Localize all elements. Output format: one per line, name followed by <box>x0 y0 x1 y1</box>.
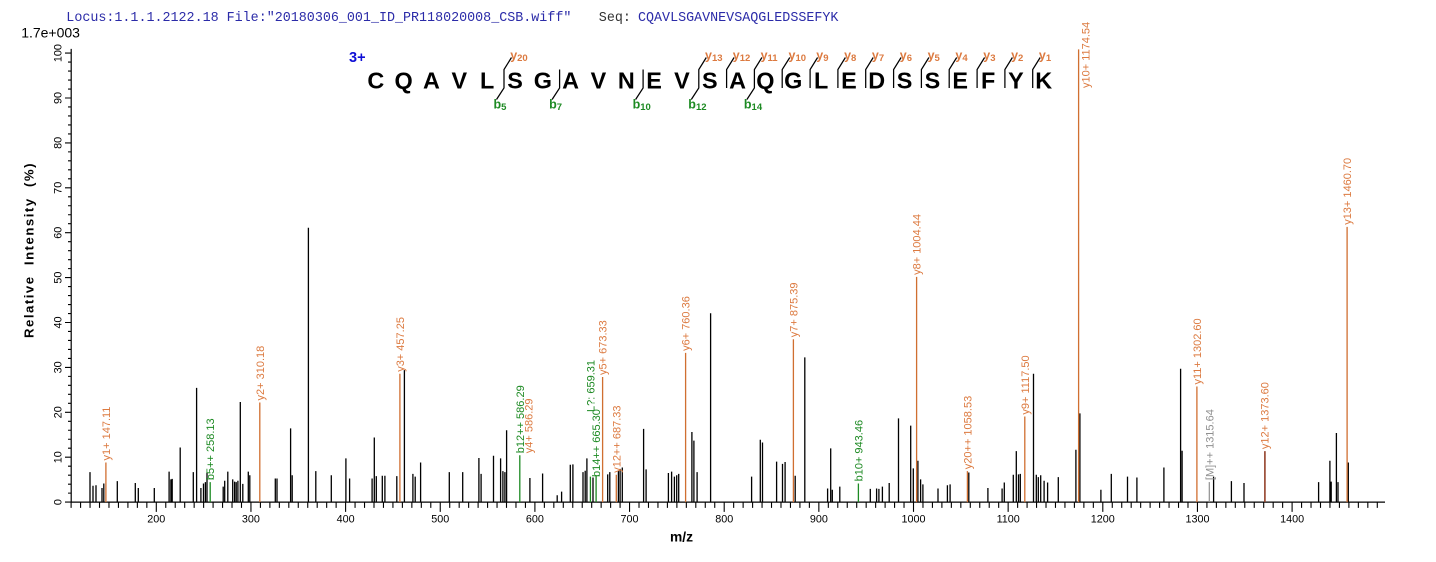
svg-text:y7: y7 <box>872 49 884 65</box>
svg-text:10: 10 <box>53 451 65 463</box>
svg-text:S: S <box>507 68 523 94</box>
svg-text:y2+ 310.18: y2+ 310.18 <box>255 346 267 401</box>
svg-text:Q: Q <box>756 68 774 94</box>
svg-text:200: 200 <box>147 514 165 526</box>
svg-text:K: K <box>1035 68 1052 94</box>
svg-text:90: 90 <box>53 92 65 104</box>
svg-text:L: L <box>814 68 828 94</box>
svg-text:y11+ 1302.60: y11+ 1302.60 <box>1192 318 1204 384</box>
svg-text:L: L <box>480 68 494 94</box>
svg-text:1000: 1000 <box>901 514 925 526</box>
svg-text:80: 80 <box>53 137 65 149</box>
svg-text:y8: y8 <box>844 49 856 65</box>
svg-text:V: V <box>674 68 690 94</box>
svg-text:L?: 659.31: L?: 659.31 <box>585 360 597 412</box>
svg-text:y6: y6 <box>900 49 912 65</box>
svg-text:1200: 1200 <box>1091 514 1115 526</box>
svg-text:y5: y5 <box>928 49 941 65</box>
svg-text:y9: y9 <box>816 49 828 65</box>
svg-text:300: 300 <box>242 514 260 526</box>
svg-text:Seq:: Seq: <box>599 11 631 26</box>
svg-text:A: A <box>562 68 579 94</box>
svg-text:30: 30 <box>53 361 65 373</box>
svg-text:y7+ 875.39: y7+ 875.39 <box>788 282 800 337</box>
svg-text:V: V <box>451 68 467 94</box>
svg-text:b12: b12 <box>688 98 706 114</box>
svg-text:50: 50 <box>53 272 65 284</box>
svg-text:Y: Y <box>1008 68 1024 94</box>
svg-text:Relative Intensity (%): Relative Intensity (%) <box>22 162 37 338</box>
svg-text:y8+ 1004.44: y8+ 1004.44 <box>912 214 924 275</box>
svg-text:y5+ 673.33: y5+ 673.33 <box>598 320 610 375</box>
svg-text:y1: y1 <box>1039 49 1052 65</box>
svg-text:CQAVLSGAVNEVSAQGLEDSSEFYK: CQAVLSGAVNEVSAQGLEDSSEFYK <box>638 11 838 26</box>
svg-text:1100: 1100 <box>997 514 1020 526</box>
svg-text:700: 700 <box>620 514 638 526</box>
svg-text:40: 40 <box>53 316 65 328</box>
svg-text:900: 900 <box>810 514 828 526</box>
svg-text:Locus:1.1.1.2122.18 File:"2018: Locus:1.1.1.2122.18 File:"20180306_001_I… <box>66 11 571 26</box>
svg-text:800: 800 <box>715 514 733 526</box>
svg-text:[M]++ 1315.64: [M]++ 1315.64 <box>1204 409 1216 480</box>
svg-text:G: G <box>534 68 552 94</box>
svg-text:G: G <box>784 68 802 94</box>
svg-text:A: A <box>423 68 440 94</box>
svg-text:A: A <box>729 68 746 94</box>
svg-text:y20++ 1058.53: y20++ 1058.53 <box>962 396 974 469</box>
svg-text:b5++ 258.13: b5++ 258.13 <box>205 418 217 480</box>
svg-text:y3: y3 <box>983 49 995 65</box>
svg-text:E: E <box>841 68 857 94</box>
svg-text:y13: y13 <box>705 49 723 65</box>
svg-text:60: 60 <box>53 227 65 239</box>
svg-text:m/z: m/z <box>670 529 693 544</box>
svg-text:70: 70 <box>53 182 65 194</box>
svg-text:20: 20 <box>53 406 65 418</box>
svg-text:600: 600 <box>526 514 544 526</box>
svg-text:y20: y20 <box>510 49 528 65</box>
svg-text:y10: y10 <box>789 49 807 65</box>
svg-text:500: 500 <box>431 514 449 526</box>
svg-text:y13+ 1460.70: y13+ 1460.70 <box>1342 158 1354 225</box>
svg-text:y12+ 1373.60: y12+ 1373.60 <box>1260 382 1272 449</box>
svg-text:b14: b14 <box>744 98 763 114</box>
svg-text:b10: b10 <box>633 98 651 114</box>
svg-text:D: D <box>868 68 885 94</box>
svg-text:y2: y2 <box>1011 49 1023 65</box>
svg-text:1.7e+003: 1.7e+003 <box>21 25 80 41</box>
svg-text:b5: b5 <box>494 98 508 114</box>
svg-text:y10+ 1174.54: y10+ 1174.54 <box>1080 22 1092 88</box>
svg-text:Q: Q <box>394 68 412 94</box>
svg-text:400: 400 <box>337 514 355 526</box>
svg-text:100: 100 <box>53 44 65 62</box>
svg-text:b14++ 665.30: b14++ 665.30 <box>591 409 603 477</box>
svg-text:N: N <box>618 68 635 94</box>
svg-text:3+: 3+ <box>349 50 366 66</box>
svg-text:C: C <box>367 68 384 94</box>
svg-text:b7: b7 <box>549 98 562 114</box>
svg-text:y12: y12 <box>733 49 751 65</box>
svg-text:1300: 1300 <box>1185 514 1209 526</box>
svg-text:V: V <box>591 68 607 94</box>
svg-text:0: 0 <box>53 499 65 505</box>
svg-text:y4+ 586.29: y4+ 586.29 <box>524 398 536 453</box>
svg-text:y3+ 457.25: y3+ 457.25 <box>395 317 407 372</box>
svg-text:y4: y4 <box>955 49 968 65</box>
svg-text:y12++ 687.33: y12++ 687.33 <box>611 406 623 473</box>
svg-text:F: F <box>981 68 995 94</box>
svg-text:S: S <box>897 68 913 94</box>
svg-text:E: E <box>952 68 968 94</box>
svg-text:b10+ 943.46: b10+ 943.46 <box>853 420 865 481</box>
svg-text:y6+ 760.36: y6+ 760.36 <box>681 296 693 351</box>
svg-text:y9+ 1117.50: y9+ 1117.50 <box>1020 355 1032 414</box>
svg-text:y11: y11 <box>761 49 779 65</box>
svg-text:S: S <box>702 68 718 94</box>
svg-text:S: S <box>925 68 941 94</box>
svg-text:1400: 1400 <box>1280 514 1304 526</box>
svg-text:y1+ 147.11: y1+ 147.11 <box>101 407 113 461</box>
svg-text:b12++ 586.29: b12++ 586.29 <box>515 385 527 453</box>
svg-text:E: E <box>646 68 662 94</box>
